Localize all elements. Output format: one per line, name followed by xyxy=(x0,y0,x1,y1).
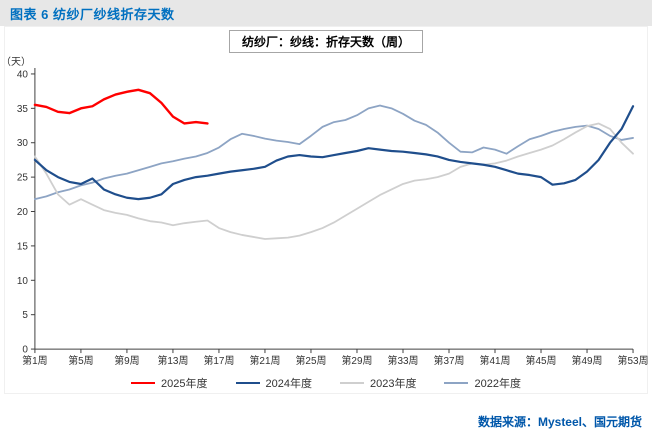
x-tick-label: 第13周 xyxy=(157,354,188,367)
x-tick-label: 第5周 xyxy=(68,354,93,367)
legend-item-2024年度: 2024年度 xyxy=(235,375,312,391)
x-tick-label: 第53周 xyxy=(618,354,649,367)
plot-area: 0 5 10 15 20 25 30 35 40 （天） 第1周 第5周 第9周 第13周 第17周 第21周… xyxy=(1,56,649,373)
x-tick-label: 第49周 xyxy=(572,354,603,367)
x-tick-label: 第45周 xyxy=(526,354,557,367)
legend-line-sample xyxy=(131,382,156,385)
y-tick-label: 15 xyxy=(17,242,29,253)
x-tick-label: 第17周 xyxy=(203,354,234,367)
y-tick-label: 35 xyxy=(17,104,29,115)
y-tick-label: 20 xyxy=(17,207,29,218)
legend-label: 2022年度 xyxy=(474,378,521,391)
chart: 纺纱厂：纱线：折存天数（周） 0 5 10 15 20 25 30 35 40 （天） 第1周 第5周… xyxy=(1,26,649,394)
chart-legend: 2025年度 2024年度 2023年度 2022年度 xyxy=(5,373,647,393)
y-tick-label: 5 xyxy=(22,311,28,322)
chart-title-row: 纺纱厂：纱线：折存天数（周） xyxy=(5,27,647,56)
x-tick-label: 第1周 xyxy=(22,354,47,367)
series-line-2024年度 xyxy=(33,105,635,201)
y-tick-label: 30 xyxy=(17,139,29,150)
x-tick-label: 第29周 xyxy=(341,354,372,367)
legend-item-2022年度: 2022年度 xyxy=(444,375,521,391)
x-tick-label: 第33周 xyxy=(387,354,418,367)
x-tick-label: 第9周 xyxy=(114,354,139,367)
data-source: 数据来源：Mysteel、国元期货 xyxy=(477,415,642,429)
legend-item-2023年度: 2023年度 xyxy=(340,375,416,391)
chart-title: 纺纱厂：纱线：折存天数（周） xyxy=(228,30,423,54)
series-line-2025年度 xyxy=(33,89,209,126)
line-chart-plot: 0 5 10 15 20 25 30 35 40 （天） 第1周 第5周 第9周 第13周 第17周 第21周… xyxy=(1,56,649,367)
legend-item-2025年度: 2025年度 xyxy=(131,375,208,391)
x-tick-label: 第25周 xyxy=(295,354,326,367)
legend-label: 2023年度 xyxy=(370,378,417,391)
y-tick-label: 10 xyxy=(17,276,29,287)
y-tick-label: 40 xyxy=(17,70,29,81)
legend-line-sample xyxy=(235,382,260,385)
figure-title: 图表 6 纺纱厂纱线折存天数 xyxy=(10,6,175,22)
figure-header: 图表 6 纺纱厂纱线折存天数 xyxy=(0,0,652,26)
y-axis-unit: （天） xyxy=(1,56,31,68)
legend-label: 2025年度 xyxy=(161,378,208,391)
y-tick-label: 0 xyxy=(22,345,28,356)
x-tick-label: 第41周 xyxy=(480,354,511,367)
legend-label: 2024年度 xyxy=(265,378,312,391)
series-line-2022年度 xyxy=(34,105,634,201)
y-tick-label: 25 xyxy=(17,173,29,184)
x-tick-label: 第21周 xyxy=(249,354,280,367)
legend-line-sample xyxy=(444,382,469,385)
x-tick-label: 第37周 xyxy=(434,354,465,367)
legend-line-sample xyxy=(340,382,364,385)
series-line-2023年度 xyxy=(34,122,634,241)
